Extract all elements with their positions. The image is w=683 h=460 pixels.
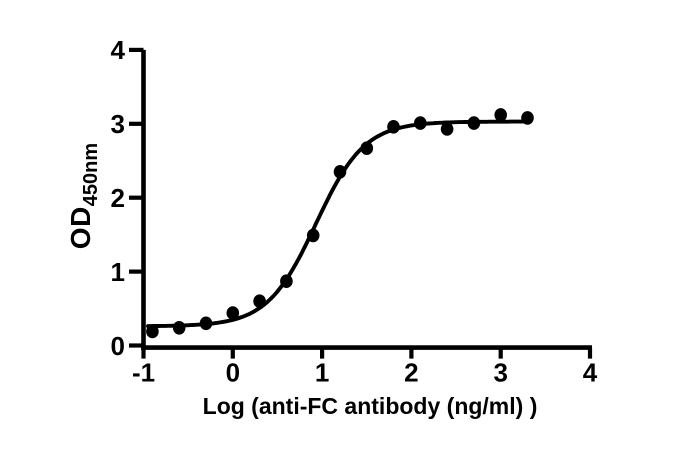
x-axis-title: Log (anti-FC antibody (ng/ml) ): [202, 393, 538, 419]
y-tick-label: 3: [111, 109, 125, 139]
y-axis-title-main: OD: [65, 206, 96, 250]
data-point: [333, 165, 347, 179]
y-tick-label: 1: [111, 257, 125, 287]
y-axis-title-subscript: 450nm: [80, 142, 102, 207]
x-tick-label: 2: [404, 358, 418, 388]
fit-curve: [146, 119, 529, 329]
data-point: [387, 120, 400, 134]
data-point: [306, 228, 320, 243]
data-point: [199, 316, 213, 331]
x-tick-label: -1: [132, 358, 155, 388]
x-tick-label: 4: [583, 358, 598, 388]
x-tick-label: 1: [315, 358, 329, 388]
data-point: [253, 294, 266, 309]
y-axis-title: OD450nm: [65, 143, 103, 249]
y-tick-label: 0: [111, 331, 125, 361]
data-point: [146, 324, 159, 339]
data-point: [440, 122, 454, 136]
data-point: [360, 141, 374, 155]
x-tick-label: 3: [493, 358, 507, 388]
data-point: [494, 108, 508, 122]
x-tick-label: 0: [226, 358, 240, 388]
data-point: [414, 116, 427, 130]
y-tick-label: 2: [111, 183, 125, 213]
data-point: [172, 321, 186, 335]
data-point: [467, 116, 481, 130]
data-point: [226, 306, 240, 320]
y-tick-label: 4: [111, 35, 126, 65]
data-point: [521, 111, 534, 125]
data-point: [280, 274, 293, 289]
